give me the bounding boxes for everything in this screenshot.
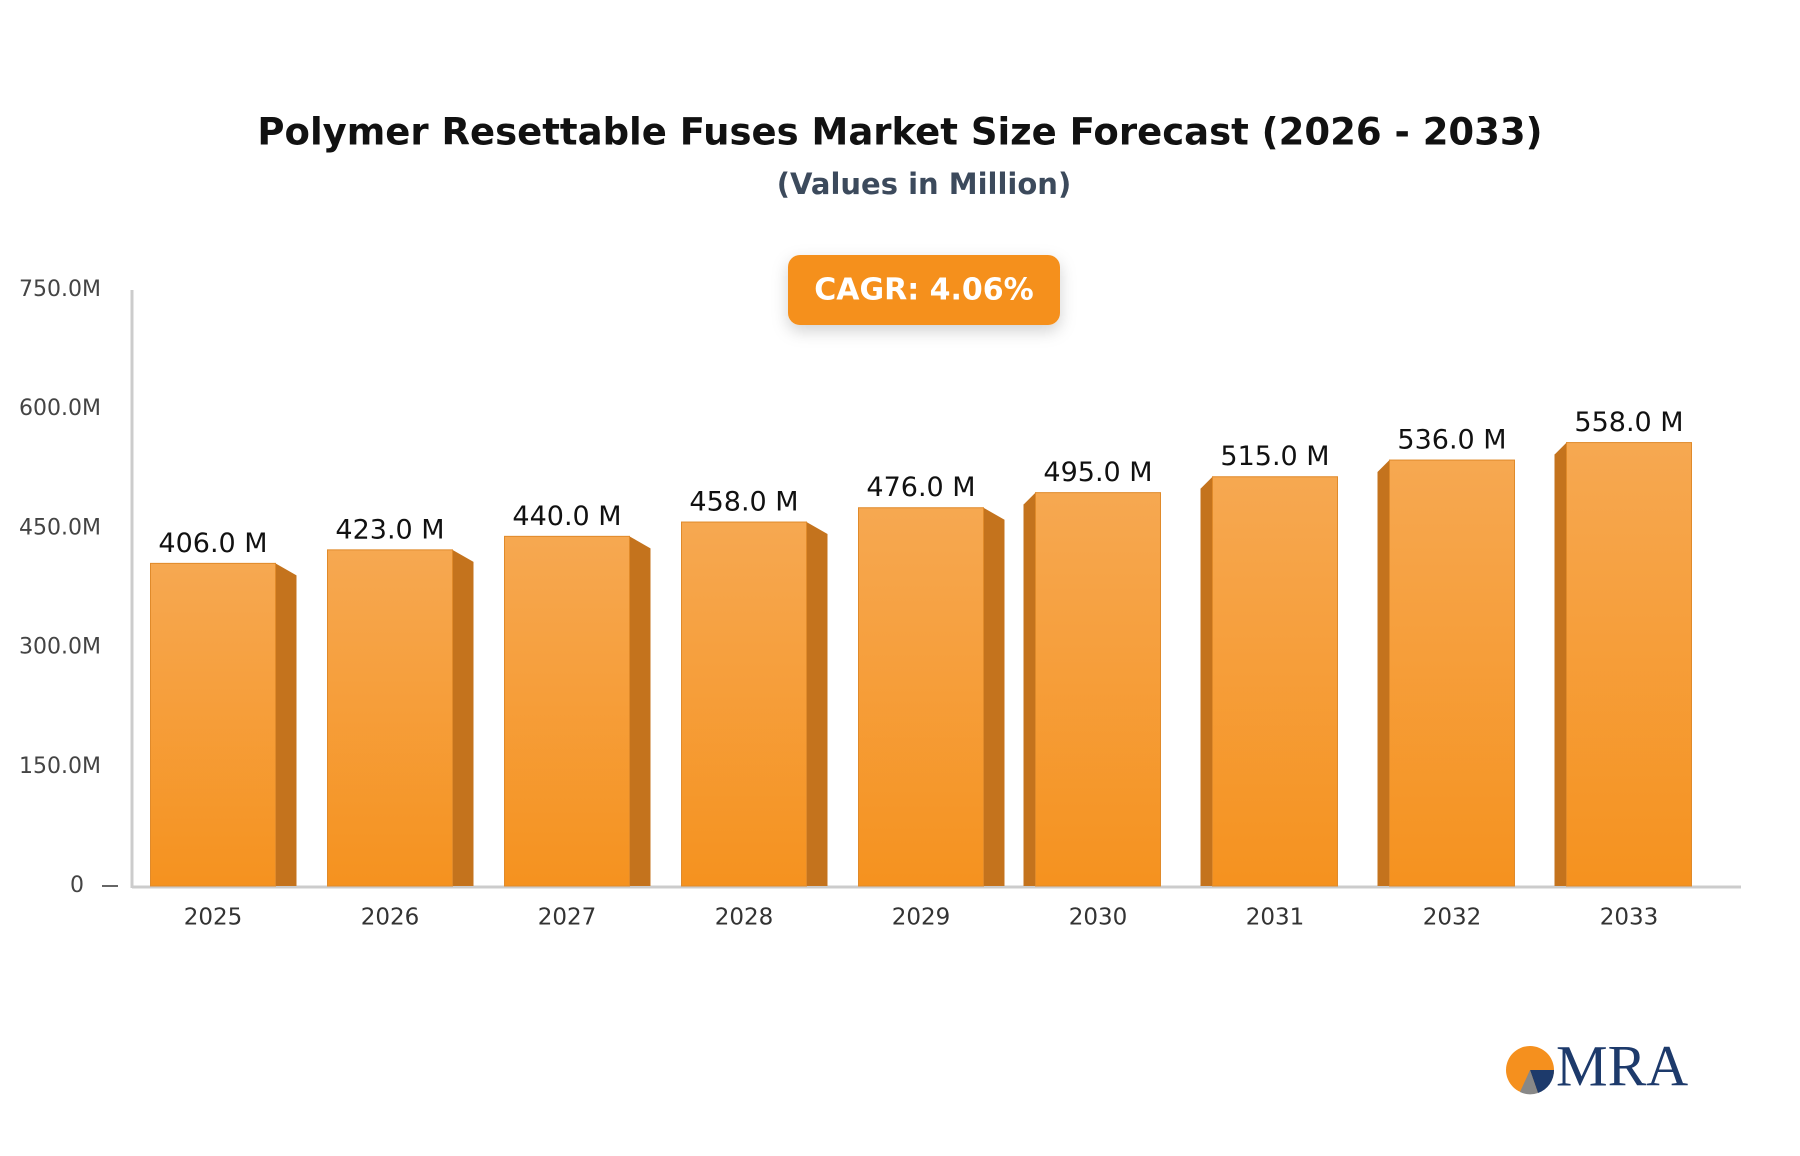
bar — [1212, 476, 1338, 887]
bar-side — [806, 522, 828, 886]
bar — [150, 562, 276, 887]
y-tick-label: 450.0M — [19, 515, 101, 540]
x-tick-label: 2031 — [1246, 905, 1305, 931]
bar — [1566, 442, 1692, 887]
logo-icon-slice — [1520, 1070, 1538, 1095]
logo-icon-slice — [1530, 1070, 1555, 1093]
bar — [1389, 459, 1515, 887]
cagr-label: CAGR: 4.06% — [814, 273, 1033, 308]
y-tick-label: 750.0M — [19, 277, 101, 302]
bar — [327, 549, 453, 887]
x-tick-label: 2029 — [892, 905, 951, 931]
bar-side — [629, 536, 651, 886]
value-label: 423.0 M — [335, 514, 444, 545]
bar-side — [1554, 442, 1567, 886]
value-label: 558.0 M — [1574, 407, 1683, 438]
bar — [1035, 492, 1161, 887]
y-tick-label: 600.0M — [19, 396, 101, 421]
bar-side — [275, 563, 297, 886]
x-tick-label: 2030 — [1069, 905, 1128, 931]
y-tick-label: 300.0M — [19, 635, 101, 660]
value-label: 440.0 M — [512, 501, 621, 532]
x-tick-label: 2033 — [1600, 905, 1659, 931]
bar — [504, 535, 630, 887]
value-label: 495.0 M — [1043, 457, 1152, 488]
logo-text: MRA — [1556, 1033, 1688, 1098]
bar-side — [452, 549, 474, 886]
x-tick-label: 2027 — [538, 905, 597, 931]
value-label: 476.0 M — [866, 472, 975, 503]
value-label: 406.0 M — [158, 528, 267, 559]
x-tick-label: 2032 — [1423, 905, 1482, 931]
bar-side — [1200, 476, 1213, 886]
y-tick-label: 0 — [70, 873, 84, 898]
x-tick-label: 2028 — [715, 905, 774, 931]
y-tick-label: 150.0M — [19, 754, 101, 779]
x-tick-label: 2026 — [361, 905, 420, 931]
value-label: 536.0 M — [1397, 425, 1506, 456]
bar — [858, 507, 984, 887]
bar-side — [1023, 492, 1036, 886]
value-label: 515.0 M — [1220, 441, 1329, 472]
value-label: 458.0 M — [689, 487, 798, 518]
bar-side — [1377, 460, 1390, 886]
logo: MRA — [1506, 1033, 1688, 1098]
cagr-badge — [788, 255, 1060, 325]
bar-side — [983, 507, 1005, 886]
x-tick-label: 2025 — [184, 905, 243, 931]
chart-subtitle: (Values in Million) — [777, 167, 1071, 201]
chart-title: Polymer Resettable Fuses Market Size For… — [257, 111, 1542, 154]
bar — [681, 521, 807, 887]
